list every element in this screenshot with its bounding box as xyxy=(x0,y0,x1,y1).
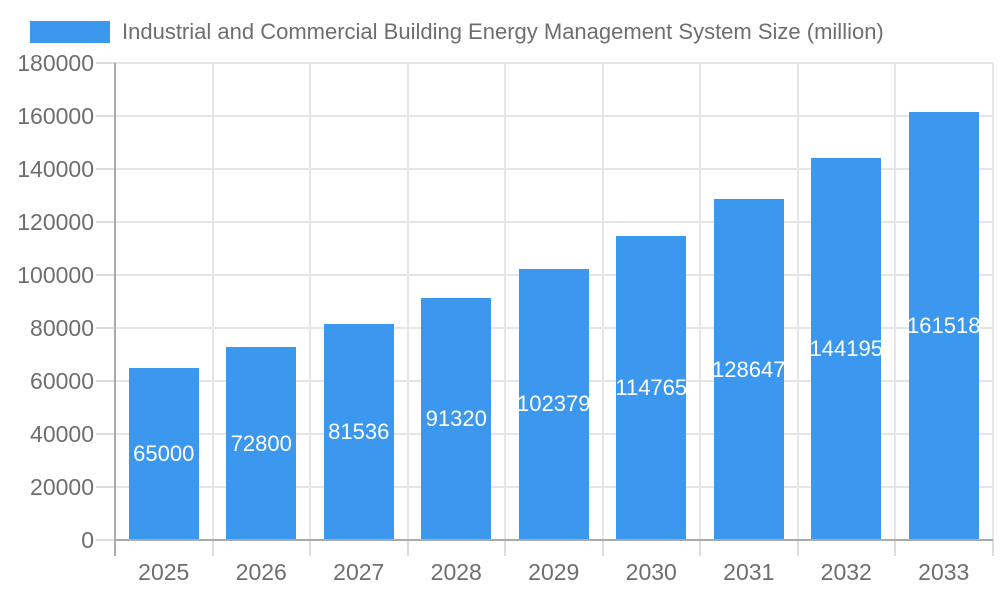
x-tick xyxy=(601,540,604,556)
y-tick xyxy=(96,539,115,541)
bar xyxy=(421,298,492,540)
v-gridline xyxy=(699,63,701,540)
bar-value-label: 161518 xyxy=(907,312,981,338)
h-gridline xyxy=(115,115,993,117)
h-gridline xyxy=(115,168,993,170)
y-tick xyxy=(96,380,115,382)
x-tick xyxy=(796,540,799,556)
x-tick xyxy=(309,540,311,556)
y-axis-tick-label: 20000 xyxy=(30,474,94,500)
v-gridline xyxy=(796,63,799,540)
y-tick xyxy=(96,433,115,435)
y-tick xyxy=(96,168,115,170)
bar-value-label: 91320 xyxy=(425,406,487,431)
x-tick xyxy=(991,540,994,556)
y-axis-tick-label: 0 xyxy=(81,527,94,553)
x-axis-tick-label: 2026 xyxy=(235,559,287,585)
bar-value-label: 114765 xyxy=(615,374,688,400)
bar-value-label: 102379 xyxy=(517,391,591,417)
y-axis-tick-label: 180000 xyxy=(17,50,94,76)
v-gridline xyxy=(601,63,604,540)
bar xyxy=(811,157,882,540)
bar-value-label: 81536 xyxy=(328,418,390,444)
x-axis-tick-label: 2027 xyxy=(333,559,385,585)
v-gridline xyxy=(211,63,214,540)
v-gridline xyxy=(894,63,896,540)
bar xyxy=(518,268,589,540)
y-axis-tick-label: 40000 xyxy=(30,421,94,447)
x-axis-tick-label: 2030 xyxy=(625,559,677,585)
bar xyxy=(908,111,979,540)
bar xyxy=(226,347,297,540)
chart-title: Industrial and Commercial Building Energ… xyxy=(122,19,884,44)
y-axis-line xyxy=(114,63,116,556)
x-tick xyxy=(211,540,214,556)
x-axis-tick-label: 2033 xyxy=(918,559,970,585)
y-tick xyxy=(96,486,115,488)
bar-value-label: 128647 xyxy=(712,356,786,382)
bar xyxy=(128,367,199,540)
y-axis-tick-label: 100000 xyxy=(17,262,94,288)
y-tick xyxy=(96,274,115,276)
x-axis-tick-label: 2032 xyxy=(820,559,872,585)
y-axis-tick-label: 160000 xyxy=(17,103,94,129)
x-axis-line xyxy=(115,538,993,541)
x-tick xyxy=(894,540,896,556)
y-tick xyxy=(96,115,115,117)
v-gridline xyxy=(991,63,994,540)
x-tick xyxy=(406,540,409,556)
bar xyxy=(616,235,687,540)
y-axis-tick-label: 140000 xyxy=(17,156,94,182)
v-gridline xyxy=(309,63,311,540)
legend-swatch xyxy=(30,21,110,43)
v-gridline xyxy=(504,63,506,540)
legend: Industrial and Commercial Building Energ… xyxy=(30,19,884,44)
h-gridline xyxy=(115,62,993,64)
x-tick xyxy=(699,540,701,556)
y-tick xyxy=(96,221,115,223)
v-gridline xyxy=(406,63,409,540)
h-gridline xyxy=(115,221,993,223)
y-axis-tick-label: 80000 xyxy=(30,315,94,341)
bar-value-label: 65000 xyxy=(133,440,195,466)
bar xyxy=(323,323,394,540)
x-axis-tick-label: 2028 xyxy=(430,559,482,585)
bar-value-label: 144195 xyxy=(809,335,883,361)
bar-value-label: 72800 xyxy=(230,430,292,456)
x-axis-tick-label: 2025 xyxy=(138,559,190,585)
y-tick xyxy=(96,327,115,329)
y-axis-tick-label: 120000 xyxy=(17,209,94,235)
x-axis-tick-label: 2031 xyxy=(723,559,775,585)
bar xyxy=(713,199,784,540)
y-tick xyxy=(96,62,115,64)
y-axis-tick-label: 60000 xyxy=(30,368,94,394)
x-axis-tick-label: 2029 xyxy=(528,559,580,585)
x-tick xyxy=(504,540,506,556)
